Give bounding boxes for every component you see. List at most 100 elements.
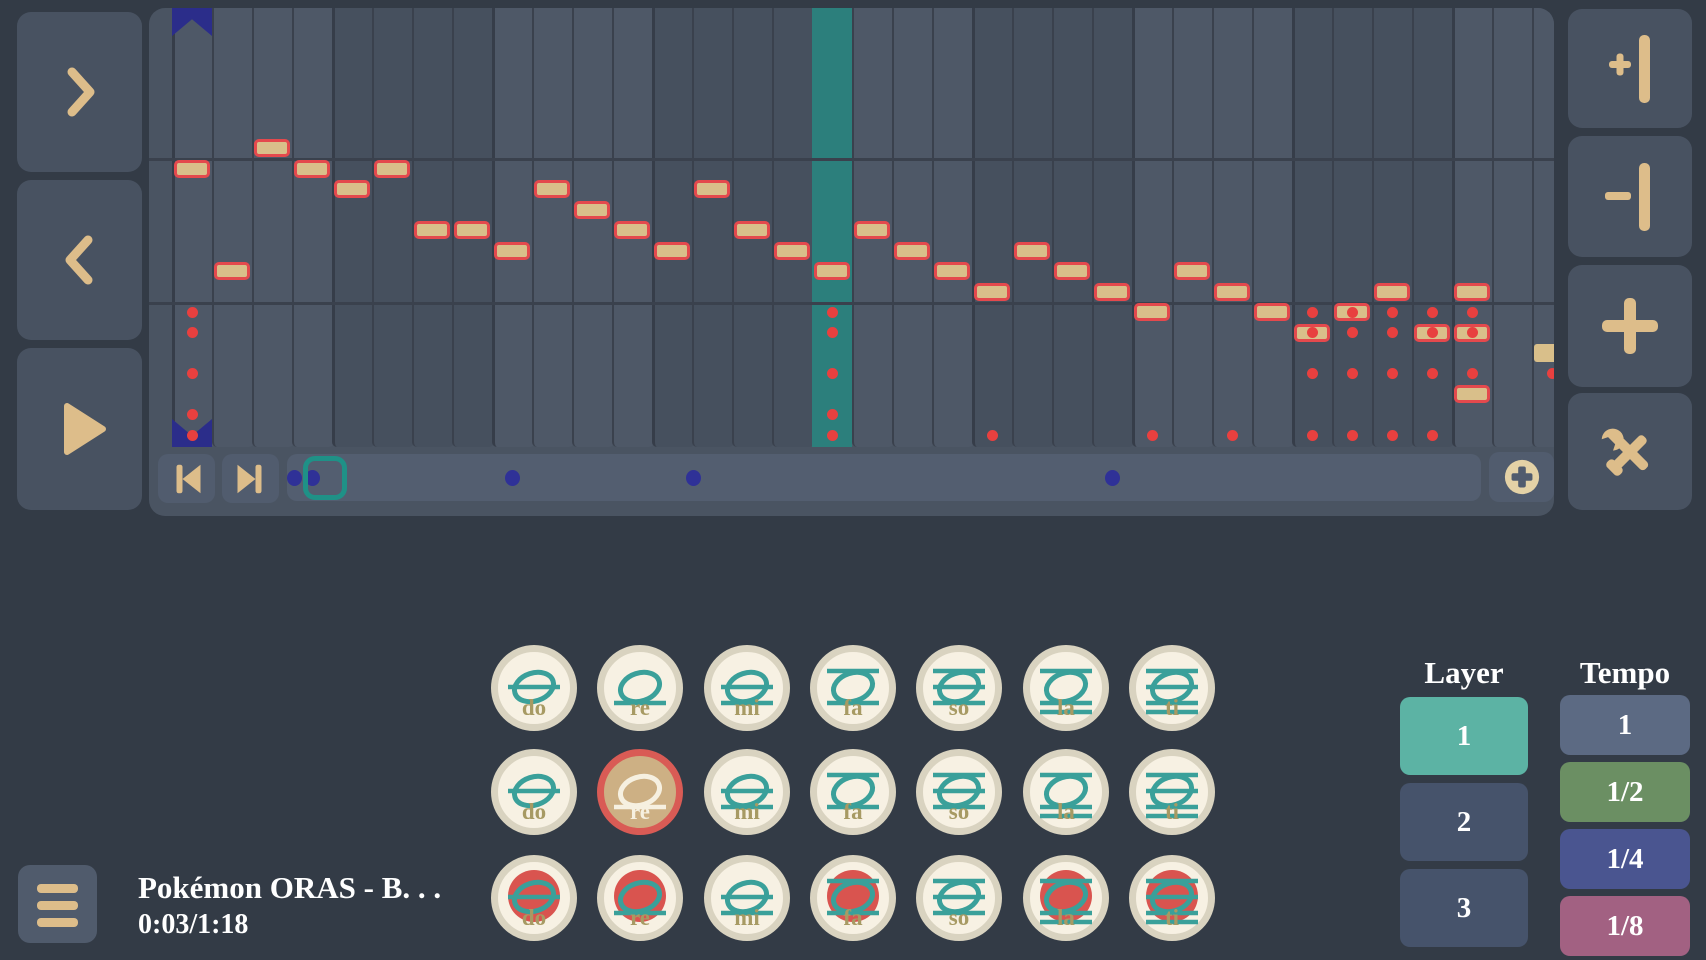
layer-button-3[interactable]: 3 [1400, 869, 1528, 947]
solfege-button-ti-upper-octave[interactable]: ti [1129, 645, 1215, 731]
note[interactable] [614, 221, 650, 239]
tempo-button-1[interactable]: 1 [1560, 695, 1690, 755]
note[interactable] [1214, 282, 1250, 301]
solfege-button-re-upper-octave[interactable]: re [597, 645, 683, 731]
note[interactable] [774, 241, 810, 260]
note[interactable] [814, 262, 850, 280]
grid-column[interactable] [1412, 8, 1454, 447]
note[interactable] [294, 159, 330, 178]
solfege-button-do-lower-octave[interactable]: do [491, 855, 577, 941]
note[interactable] [1454, 323, 1490, 342]
note[interactable] [1054, 262, 1090, 280]
grid-column[interactable] [1252, 8, 1294, 447]
note[interactable] [1414, 323, 1450, 342]
layer-dot-note[interactable] [1466, 306, 1478, 318]
layer-dot-note[interactable] [1346, 327, 1358, 338]
layer-dot-note[interactable] [1226, 429, 1238, 441]
grid-column[interactable] [292, 8, 334, 447]
grid-column[interactable] [1052, 8, 1094, 447]
layer-dot-note[interactable] [1306, 429, 1318, 441]
note[interactable] [374, 159, 410, 178]
timeline-section-dot[interactable] [286, 470, 302, 486]
layer-dot-note[interactable] [186, 368, 198, 379]
grid-column[interactable] [372, 8, 414, 447]
layer-dot-note[interactable] [1386, 306, 1398, 318]
scroll-right-button[interactable] [17, 12, 142, 172]
note[interactable] [534, 180, 570, 198]
grid-column[interactable] [572, 8, 614, 447]
grid-column[interactable] [1012, 8, 1054, 447]
grid-column[interactable] [1212, 8, 1254, 447]
play-button[interactable] [17, 348, 142, 510]
note[interactable] [574, 200, 610, 219]
note[interactable] [254, 139, 290, 157]
note[interactable] [214, 262, 250, 280]
grid-column[interactable] [772, 8, 814, 447]
solfege-button-so-middle-octave[interactable]: so [916, 749, 1002, 835]
solfege-button-so-upper-octave[interactable]: so [916, 645, 1002, 731]
note[interactable] [1014, 241, 1050, 260]
note[interactable] [1254, 303, 1290, 321]
grid-column[interactable] [252, 8, 294, 447]
layer-dot-note[interactable] [826, 409, 838, 420]
timeline-selection-box[interactable] [303, 456, 347, 500]
grid-column[interactable] [972, 8, 1015, 447]
grid-column[interactable] [212, 8, 254, 447]
grid-column[interactable] [172, 8, 215, 447]
timeline-section-dot[interactable] [1104, 470, 1120, 486]
solfege-button-do-upper-octave[interactable]: do [491, 645, 577, 731]
grid-column[interactable] [1292, 8, 1335, 447]
layer-dot-note[interactable] [1146, 429, 1158, 441]
solfege-button-do-middle-octave[interactable]: do [491, 749, 577, 835]
layer-dot-note[interactable] [186, 327, 198, 338]
note[interactable] [1174, 262, 1210, 280]
grid-column[interactable] [692, 8, 734, 447]
grid-column[interactable] [1492, 8, 1534, 447]
note[interactable] [1454, 385, 1490, 403]
grid-column[interactable] [1532, 8, 1554, 447]
solfege-button-ti-lower-octave[interactable]: ti [1129, 855, 1215, 941]
layer-dot-note[interactable] [826, 306, 838, 318]
solfege-button-mi-lower-octave[interactable]: mi [704, 855, 790, 941]
layer-dot-note[interactable] [1426, 429, 1438, 441]
solfege-button-mi-middle-octave[interactable]: mi [704, 749, 790, 835]
layer-dot-note[interactable] [1426, 306, 1438, 318]
grid-column[interactable] [652, 8, 695, 447]
note[interactable] [1294, 323, 1330, 342]
note[interactable] [1094, 282, 1130, 301]
solfege-button-mi-upper-octave[interactable]: mi [704, 645, 790, 731]
solfege-button-fa-lower-octave[interactable]: fa [810, 855, 896, 941]
layer-dot-note[interactable] [1346, 368, 1358, 379]
layer-dot-note[interactable] [186, 409, 198, 420]
solfege-button-re-lower-octave[interactable]: re [597, 855, 683, 941]
layer-button-1[interactable]: 1 [1400, 697, 1528, 775]
solfege-button-re-middle-octave[interactable]: re [597, 749, 683, 835]
note[interactable] [494, 241, 530, 260]
layer-dot-note[interactable] [986, 429, 998, 441]
layer-dot-note[interactable] [1306, 368, 1318, 379]
layer-button-2[interactable]: 2 [1400, 783, 1528, 861]
layer-dot-note[interactable] [826, 327, 838, 338]
solfege-button-la-upper-octave[interactable]: la [1023, 645, 1109, 731]
note[interactable] [454, 221, 490, 239]
add-measure-button[interactable] [1568, 9, 1692, 128]
remove-measure-button[interactable] [1568, 136, 1692, 257]
grid-column[interactable] [1372, 8, 1414, 447]
grid-column[interactable] [332, 8, 375, 447]
solfege-button-ti-middle-octave[interactable]: ti [1129, 749, 1215, 835]
layer-dot-note[interactable] [1386, 429, 1398, 441]
layer-dot-note[interactable] [1466, 368, 1478, 379]
note[interactable] [854, 221, 890, 239]
grid-column[interactable] [892, 8, 934, 447]
solfege-button-la-middle-octave[interactable]: la [1023, 749, 1109, 835]
note[interactable] [734, 221, 770, 239]
scroll-left-button[interactable] [17, 180, 142, 340]
tempo-button-1-8[interactable]: 1/8 [1560, 896, 1690, 956]
layer-dot-note[interactable] [1386, 368, 1398, 379]
note[interactable] [694, 180, 730, 198]
settings-button[interactable] [1568, 393, 1692, 510]
grid-column[interactable] [932, 8, 974, 447]
note[interactable] [934, 262, 970, 280]
solfege-button-fa-upper-octave[interactable]: fa [810, 645, 896, 731]
note[interactable] [974, 282, 1010, 301]
